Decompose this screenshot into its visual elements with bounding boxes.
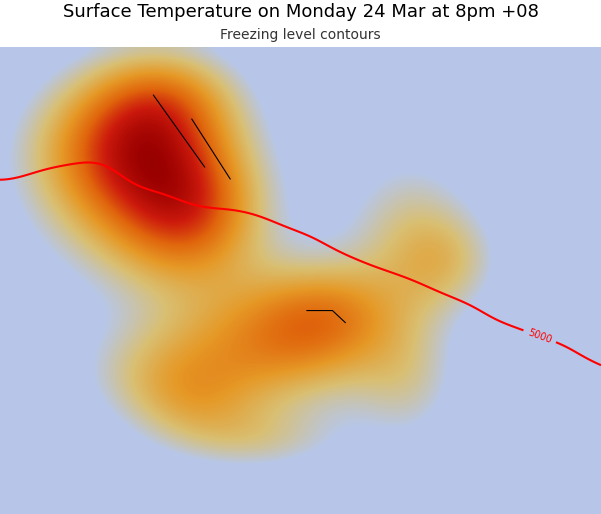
Text: Surface Temperature on Monday 24 Mar at 8pm +08: Surface Temperature on Monday 24 Mar at … (63, 3, 538, 21)
Text: 5000: 5000 (526, 327, 553, 345)
Text: Freezing level contours: Freezing level contours (220, 28, 381, 42)
